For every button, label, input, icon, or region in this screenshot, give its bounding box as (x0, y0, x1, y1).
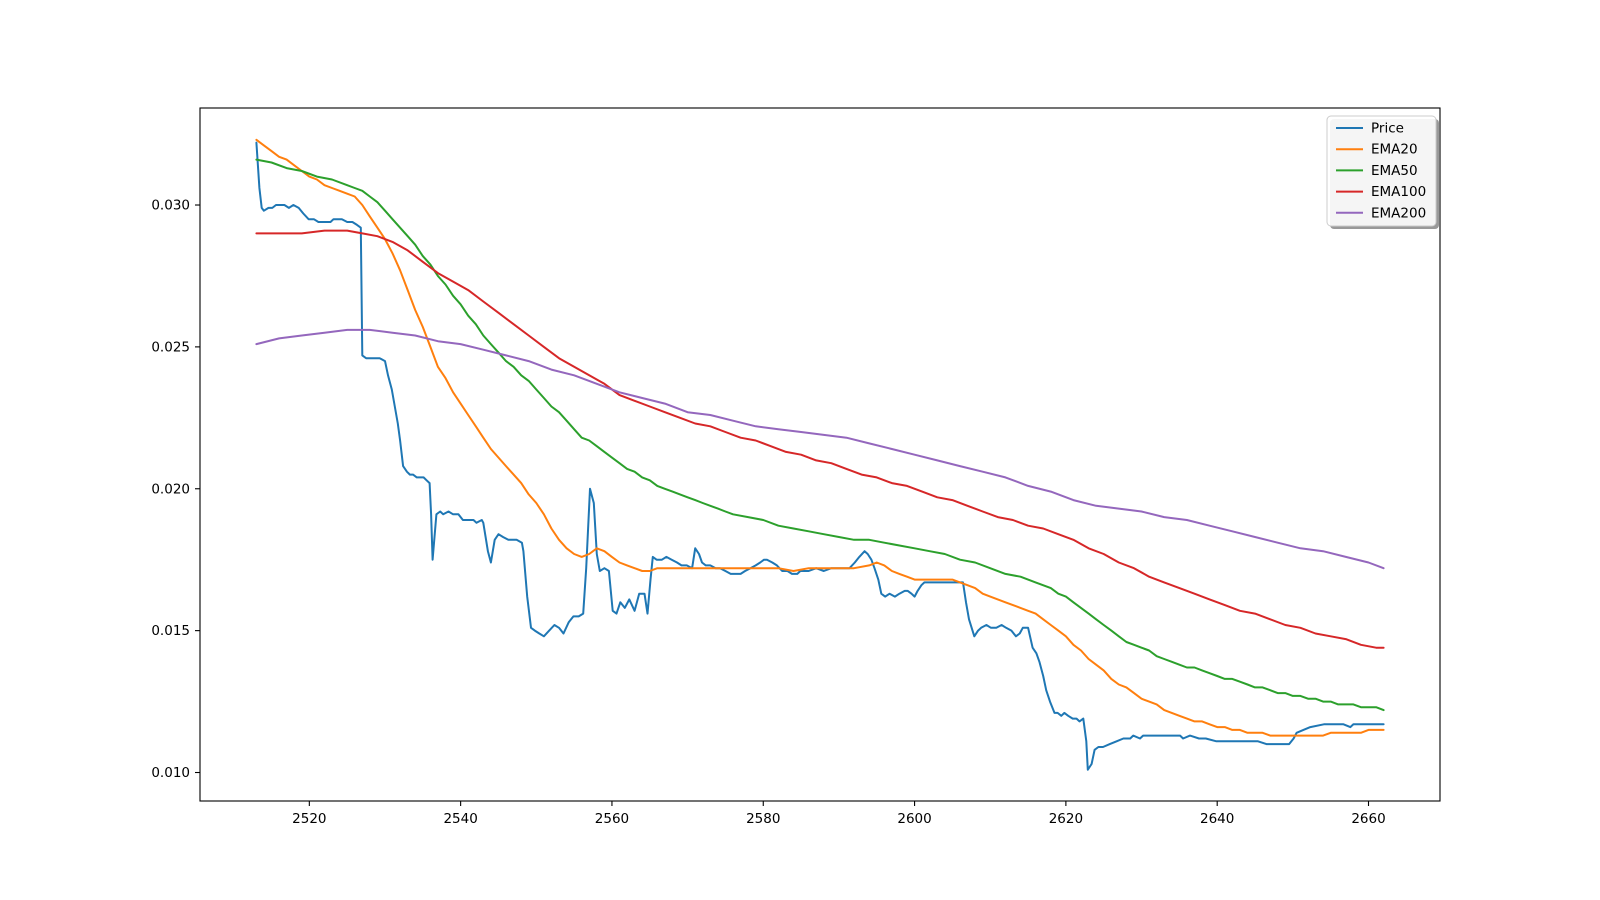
y-tick-label: 0.010 (151, 765, 190, 781)
legend-label-ema20: EMA20 (1371, 142, 1418, 158)
y-tick-label: 0.030 (151, 198, 190, 214)
y-tick-label: 0.015 (151, 623, 190, 639)
legend-box (1326, 115, 1437, 227)
legend-label-ema50: EMA50 (1371, 163, 1418, 179)
y-tick-label: 0.025 (151, 339, 190, 355)
x-tick-label: 2520 (292, 811, 326, 827)
series-line-ema50 (255, 158, 1385, 712)
x-tick-label: 2640 (1200, 811, 1234, 827)
series-line-price (255, 141, 1385, 771)
x-tick-label: 2600 (897, 811, 931, 827)
legend-item: EMA200 (1336, 205, 1426, 221)
series-line-ema20 (255, 138, 1385, 737)
x-tick-label: 2540 (443, 811, 477, 827)
legend-label-ema200: EMA200 (1371, 205, 1426, 221)
x-tick-label: 2620 (1049, 811, 1083, 827)
series-line-ema200 (255, 328, 1385, 570)
legend-item: EMA50 (1336, 163, 1418, 179)
plot-frame (199, 107, 1441, 802)
legend-item: Price (1336, 121, 1404, 137)
legend-item: EMA20 (1336, 142, 1418, 158)
x-tick-label: 2560 (595, 811, 629, 827)
y-tick-label: 0.020 (151, 481, 190, 497)
legend-label-ema100: EMA100 (1371, 184, 1426, 200)
legend: Price EMA20 EMA50 EMA100 EMA200 (1326, 115, 1439, 229)
x-tick-label: 2580 (746, 811, 780, 827)
legend-item: EMA100 (1336, 184, 1426, 200)
x-tick-label: 2660 (1351, 811, 1385, 827)
series-line-ema100 (255, 229, 1385, 649)
legend-label-price: Price (1371, 121, 1404, 137)
